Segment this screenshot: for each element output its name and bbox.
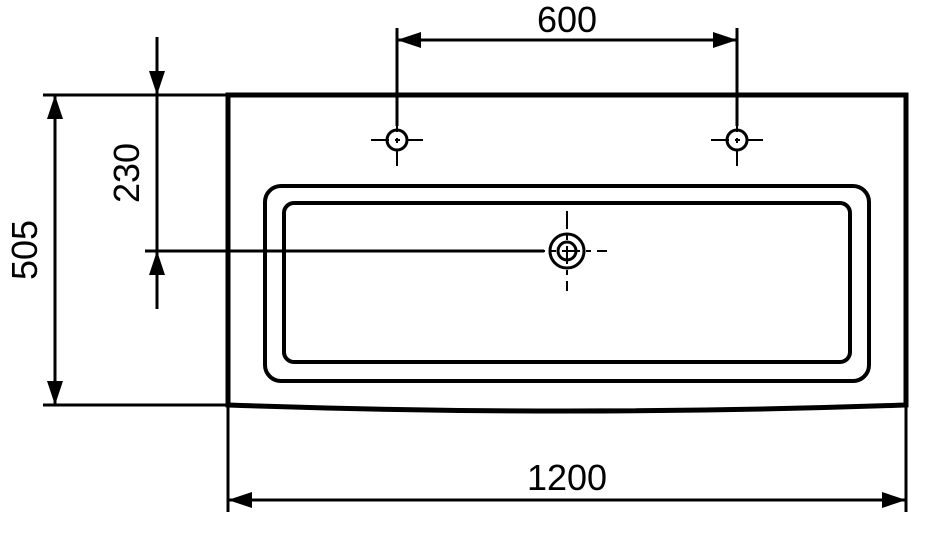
dimension-label: 505 — [4, 220, 45, 280]
dimension-label: 230 — [106, 143, 147, 203]
dimension-label: 1200 — [527, 457, 607, 498]
dimension-label: 600 — [537, 0, 597, 40]
